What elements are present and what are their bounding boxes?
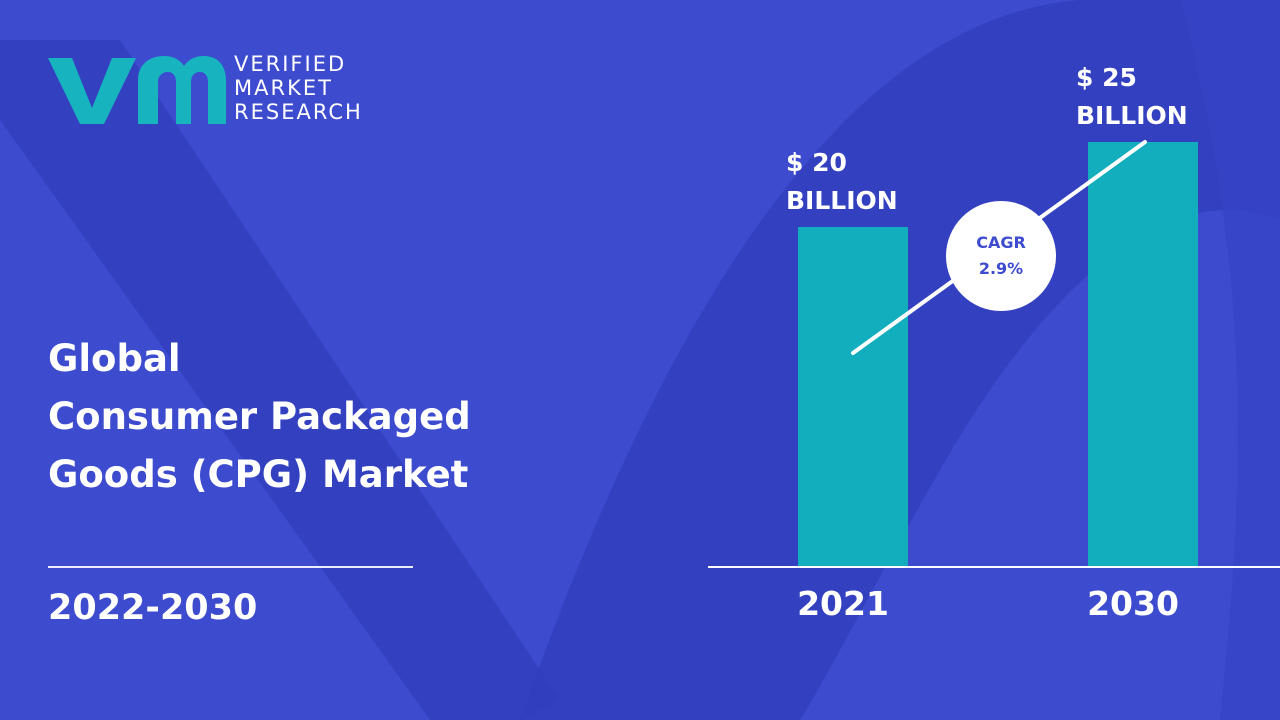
background-v-shape <box>0 40 560 720</box>
brand-logo: VERIFIED MARKET RESEARCH <box>42 50 402 130</box>
brand-name: VERIFIED MARKET RESEARCH <box>234 52 363 124</box>
cagr-badge-circle <box>946 201 1056 311</box>
bar-2021 <box>798 227 908 567</box>
title-divider <box>48 566 413 568</box>
brand-name-line1: VERIFIED <box>234 52 347 76</box>
cagr-value: 2.9% <box>979 259 1023 278</box>
value-label-2021-line1: $ 20 <box>786 148 847 177</box>
brand-name-line2: MARKET <box>234 76 333 100</box>
cagr-badge: CAGR 2.9% <box>946 201 1056 311</box>
brand-name-line3: RESEARCH <box>234 100 363 124</box>
title-line2: Consumer Packaged <box>48 395 471 438</box>
value-label-2030-line2: BILLION <box>1076 101 1188 130</box>
title-line1: Global <box>48 337 181 380</box>
cagr-label: CAGR <box>976 233 1026 252</box>
forecast-period: 2022-2030 <box>48 588 258 628</box>
value-label-2030-line1: $ 25 <box>1076 63 1137 92</box>
bar-2030 <box>1088 142 1198 567</box>
page-title: Global Consumer Packaged Goods (CPG) Mar… <box>48 330 568 504</box>
x-tick-label-2030: 2030 <box>1087 584 1179 623</box>
x-tick-label-2021: 2021 <box>797 584 889 623</box>
title-line3: Goods (CPG) Market <box>48 453 469 496</box>
background-right-panel <box>1180 0 1280 720</box>
value-label-2021-line2: BILLION <box>786 186 898 215</box>
vmr-logo-icon <box>48 56 226 124</box>
